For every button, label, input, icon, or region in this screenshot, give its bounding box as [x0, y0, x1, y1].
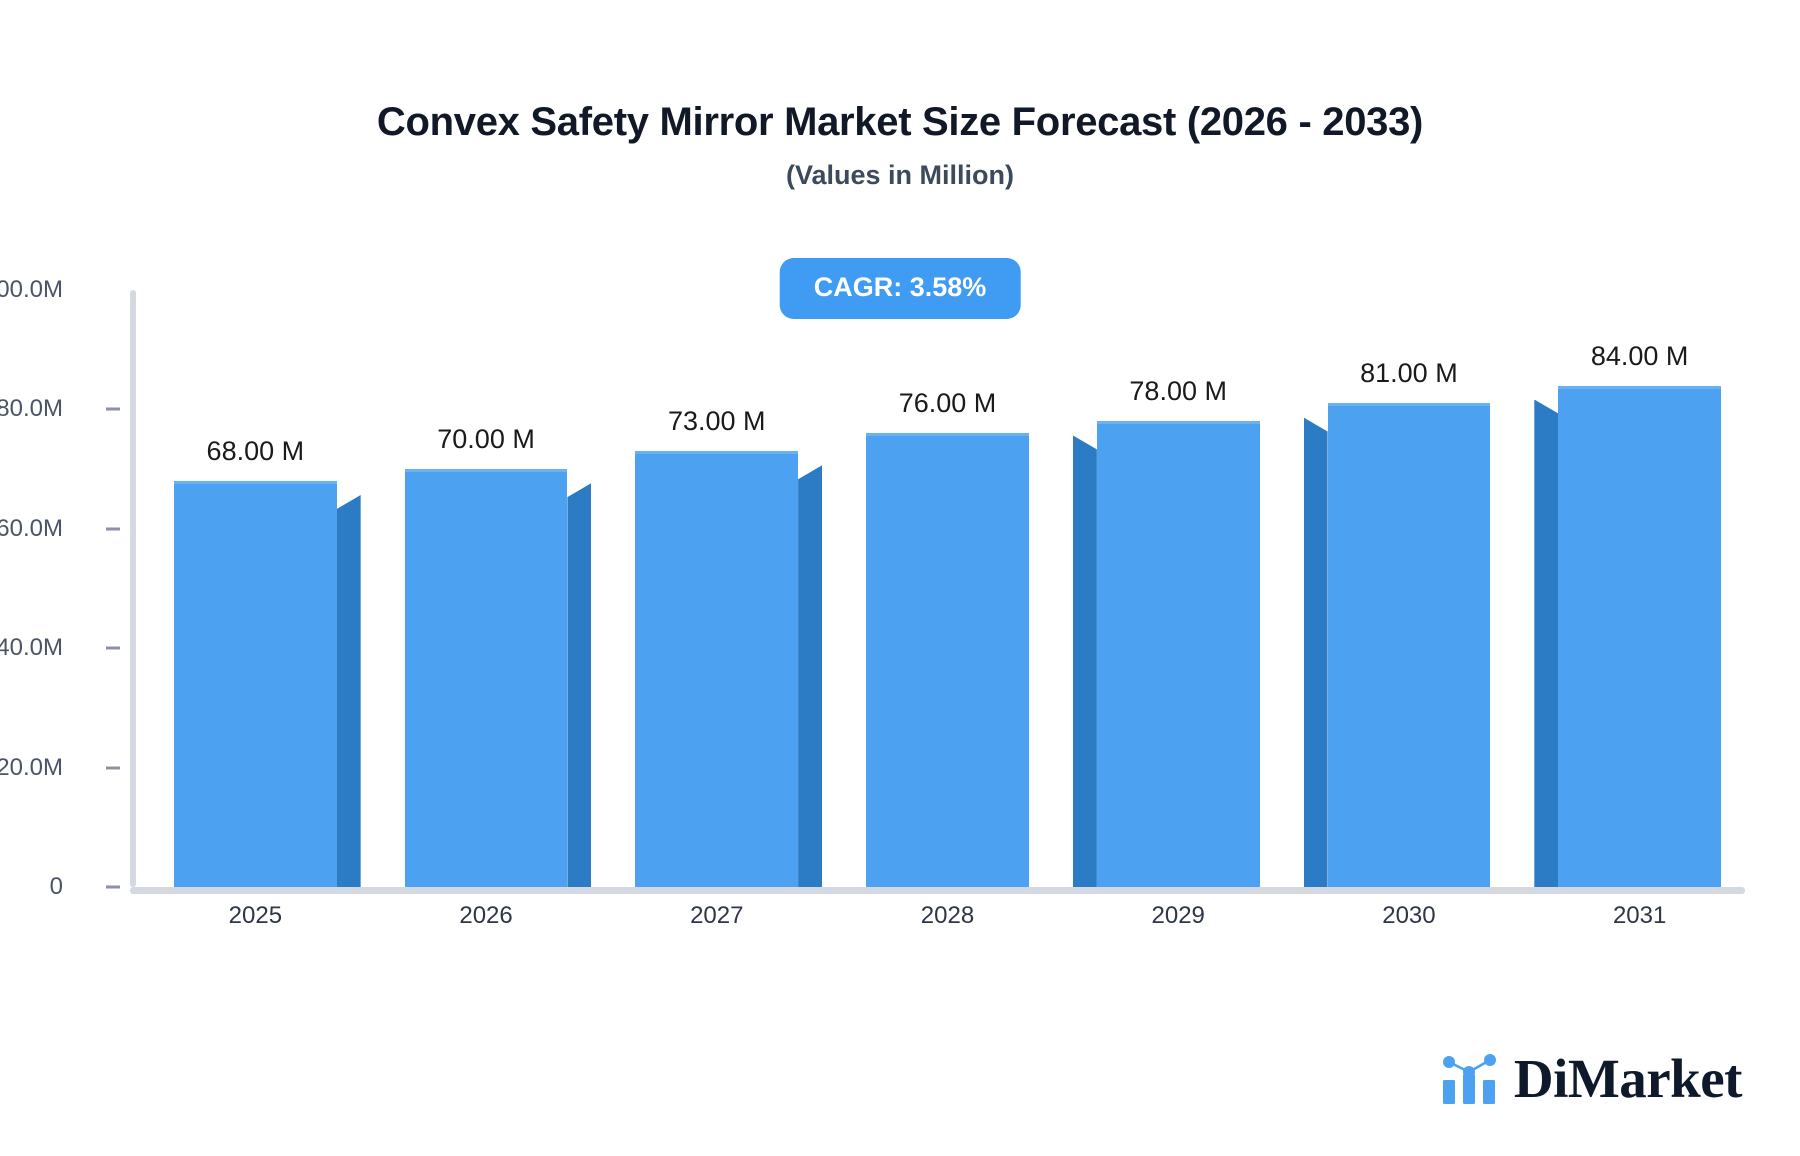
bar-side-face	[1072, 435, 1097, 887]
bar-front-face	[866, 433, 1029, 887]
plot-area: 100.0M 80.0M 60.0M 40.0M 20.0M 0 68.00 M 2025 70…	[0, 276, 1745, 929]
dimarket-logo: DiMarket	[1440, 1048, 1743, 1109]
bar-2028[interactable]: 76.00 M	[866, 388, 1029, 887]
bar-side-face	[1303, 417, 1328, 887]
x-axis-tick-label: 2025	[228, 902, 283, 929]
bar-value-label: 78.00 M	[1129, 376, 1227, 407]
bar-value-label: 81.00 M	[1360, 358, 1458, 389]
bar-2030[interactable]: 81.00 M	[1303, 358, 1491, 887]
y-axis-tick-label: 80.0M	[0, 395, 63, 423]
y-axis-tick-label: 60.0M	[0, 514, 63, 542]
bar-2025[interactable]: 68.00 M	[174, 436, 361, 887]
bar-2029[interactable]: 78.00 M	[1072, 376, 1260, 887]
bar-chart-dots-icon	[1442, 1053, 1496, 1104]
bar-side-face	[1534, 399, 1559, 887]
bar-side-face	[567, 483, 592, 887]
bar-side-face	[336, 495, 361, 887]
y-axis-tick-mark	[106, 407, 120, 411]
bar-value-label: 84.00 M	[1590, 340, 1689, 371]
bar-front-face	[1096, 421, 1260, 887]
y-axis-tick-mark	[106, 766, 120, 770]
y-axis-tick-mark	[106, 885, 120, 889]
y-axis-tick-mark	[106, 646, 120, 650]
logo-text: DiMarket	[1513, 1048, 1743, 1109]
bar-value-label: 70.00 M	[437, 424, 535, 455]
bar-2031[interactable]: 84.00 M	[1534, 341, 1721, 887]
bar-front-face	[174, 481, 337, 887]
bar-front-face	[1558, 385, 1721, 887]
chart-header: Convex Safety Mirror Market Size Forecas…	[0, 100, 1800, 191]
bar-front-face	[1327, 403, 1491, 887]
y-axis-tick-label: 0	[49, 873, 63, 900]
bar-side-face	[798, 465, 823, 887]
x-axis-tick-label: 2027	[690, 902, 744, 929]
bar-value-label: 76.00 M	[898, 388, 997, 419]
chart-subtitle: (Values in Million)	[785, 160, 1015, 190]
bar-value-label: 73.00 M	[667, 406, 766, 437]
y-axis-tick-label: 40.0M	[0, 634, 63, 662]
x-axis-tick-label: 2029	[1151, 902, 1205, 929]
bar-2027[interactable]: 73.00 M	[635, 406, 823, 887]
bar-value-label: 68.00 M	[206, 436, 305, 467]
x-axis-tick-label: 2026	[459, 902, 513, 929]
y-axis-tick-label: 100.0M	[0, 276, 63, 303]
x-axis-tick-label: 2030	[1382, 902, 1436, 929]
bar-front-face	[635, 451, 799, 887]
x-axis-tick-label: 2031	[1612, 902, 1667, 929]
y-axis-tick-mark	[106, 527, 120, 531]
x-axis-tick-label: 2028	[920, 902, 975, 929]
cagr-badge: CAGR: 3.58%	[779, 258, 1021, 319]
bar-2026[interactable]: 70.00 M	[404, 424, 592, 887]
page-title: Convex Safety Mirror Market Size Forecas…	[376, 100, 1424, 144]
y-axis-tick-label: 20.0M	[0, 753, 63, 781]
bar-front-face	[404, 469, 568, 887]
y-axis-line	[130, 290, 136, 887]
x-axis-line	[130, 887, 1745, 894]
